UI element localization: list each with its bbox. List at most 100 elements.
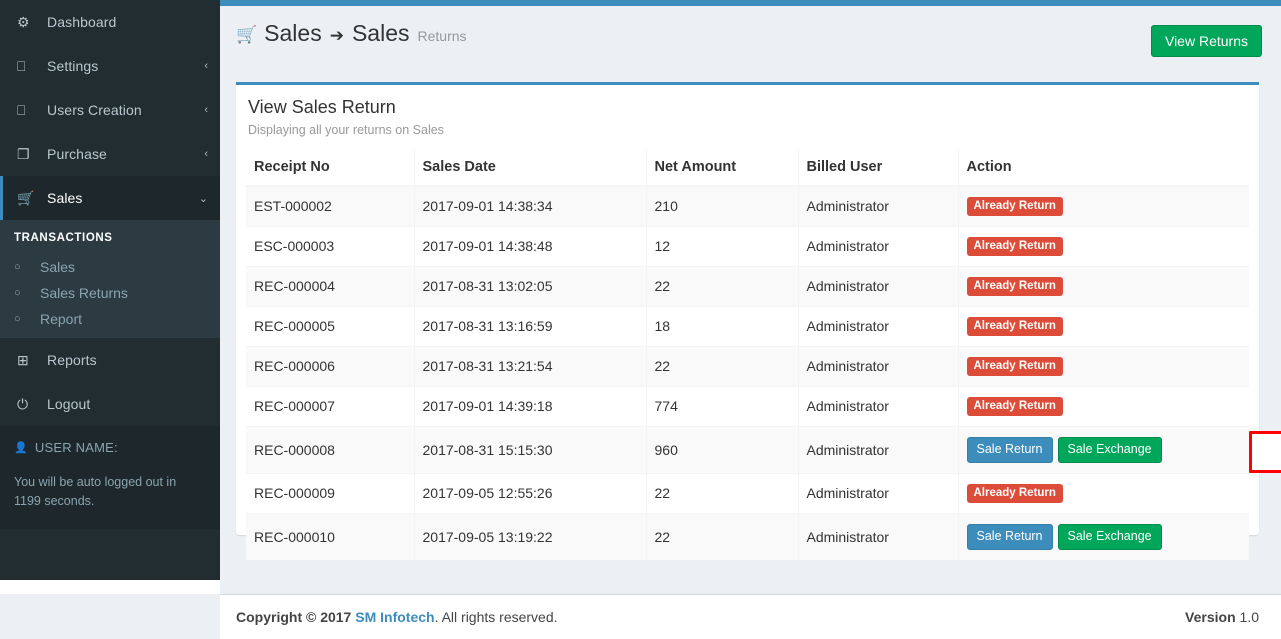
submenu-item-label: Sales Returns — [40, 285, 128, 301]
receipt-no-cell: REC-000006 — [246, 345, 415, 387]
net-amount-cell: 22 — [646, 512, 799, 560]
billed-user-cell: Administrator — [798, 385, 959, 427]
receipt-no-cell: REC-000007 — [246, 385, 415, 427]
table-row: REC-000007 2017-09-01 14:39:18 774 Administ… — [246, 385, 1249, 427]
sidebar-item-users-creation[interactable]: ⎕ Users Creation ‹ — [0, 88, 220, 132]
billed-user-cell: Administrator — [798, 305, 959, 347]
user-name-row: 👤 USER NAME: — [14, 440, 206, 455]
table-row: REC-000005 2017-08-31 13:16:59 18 Administr… — [246, 305, 1249, 347]
sidebar-item-label: Sales — [47, 190, 83, 206]
net-amount-cell: 774 — [646, 385, 799, 427]
receipt-no-cell: REC-000010 — [246, 512, 415, 560]
sidebar-item-sales[interactable]: 🛒 Sales ⌄ — [0, 176, 220, 220]
content-body: View Sales Return Displaying all your re… — [220, 82, 1281, 594]
highlight-annotation — [1249, 431, 1281, 473]
panel-body: Receipt No Sales Date Net Amount Billed Use… — [236, 139, 1259, 560]
action-cell: Already Return — [958, 265, 1249, 307]
action-cell: Sale Return Sale Exchange — [958, 425, 1249, 474]
sale-return-button[interactable]: Sale Return — [966, 436, 1053, 463]
files-icon: ❐ — [17, 145, 30, 162]
sidebar-item-label: Logout — [47, 396, 91, 412]
billed-user-cell: Administrator — [798, 225, 959, 267]
sidebar-item-reports[interactable]: ⊞ Reports — [0, 338, 220, 382]
table-body: EST-000002 2017-09-01 14:38:34 210 Administ… — [246, 185, 1249, 560]
net-amount-cell: 22 — [646, 345, 799, 387]
net-amount-cell: 18 — [646, 305, 799, 347]
billed-user-cell: Administrator — [798, 185, 959, 227]
receipt-no-cell: REC-000005 — [246, 305, 415, 347]
power-icon: ⏻ — [17, 395, 29, 412]
already-return-badge: Already Return — [966, 396, 1063, 416]
chevron-left-icon: ‹ — [204, 60, 208, 72]
sidebar-item-label: Settings — [47, 58, 99, 74]
circle-o-icon: ○ — [14, 287, 21, 299]
sidebar: ⚙ Dashboard ⎕ Settings ‹ ⎕ Users Creation ‹ ❐ Pur… — [0, 0, 220, 580]
footer-copyright: Copyright © 2017 SM Infotech. All rights… — [236, 609, 558, 625]
sidebar-item-dashboard[interactable]: ⚙ Dashboard — [0, 0, 220, 44]
column-header-receipt-no: Receipt No — [246, 148, 415, 187]
panel-header: View Sales Return Displaying all your re… — [236, 85, 1259, 139]
sidebar-item-label: Dashboard — [47, 14, 117, 30]
action-cell: Already Return — [958, 185, 1249, 227]
billed-user-cell: Administrator — [798, 265, 959, 307]
already-return-badge: Already Return — [966, 316, 1063, 336]
table-row: REC-000009 2017-09-05 12:55:26 22 Administr… — [246, 472, 1249, 514]
auto-logout-timer: You will be auto logged out in 1199 seco… — [14, 475, 177, 508]
action-cell: Already Return — [958, 472, 1249, 514]
table-row: ESC-000003 2017-09-01 14:38:48 12 Administr… — [246, 225, 1249, 267]
already-return-badge: Already Return — [966, 236, 1063, 256]
sidebar-item-label: Purchase — [47, 146, 107, 162]
sales-date-cell: 2017-08-31 13:02:05 — [414, 265, 647, 307]
content-header: 🛒 Sales ➔ Sales Returns View Returns — [220, 6, 1281, 82]
sales-return-panel: View Sales Return Displaying all your re… — [236, 82, 1259, 560]
action-cell: Sale Return Sale Exchange — [958, 512, 1249, 560]
billed-user-cell: Administrator — [798, 512, 959, 560]
circle-o-icon: ○ — [14, 261, 21, 273]
sale-return-button[interactable]: Sale Return — [966, 523, 1053, 550]
footer-copyright-suffix: . All rights reserved. — [434, 609, 558, 625]
table-row: REC-000008 2017-08-31 15:15:30 960 Administ… — [246, 425, 1249, 474]
submenu-item-label: Sales — [40, 259, 76, 275]
footer-copyright-prefix: Copyright © 2017 — [236, 609, 352, 625]
billed-user-cell: Administrator — [798, 345, 959, 387]
submenu-header: TRANSACTIONS — [14, 232, 113, 244]
main-area: 🛒 Sales ➔ Sales Returns View Returns Vie… — [220, 0, 1281, 639]
sidebar-item-logout[interactable]: ⏻ Logout — [0, 382, 220, 426]
sale-exchange-button[interactable]: Sale Exchange — [1057, 436, 1162, 463]
already-return-badge: Already Return — [966, 356, 1063, 376]
sidebar-nav-bottom: ⊞ Reports ⏻ Logout — [0, 338, 220, 426]
action-cell: Already Return — [958, 225, 1249, 267]
billed-user-cell: Administrator — [798, 472, 959, 514]
submenu-item-sales[interactable]: ○ Sales — [0, 254, 220, 280]
net-amount-cell: 210 — [646, 185, 799, 227]
sidebar-item-purchase[interactable]: ❐ Purchase ‹ — [0, 132, 220, 176]
submenu-item-report[interactable]: ○ Report — [0, 306, 220, 332]
sidebar-bottom-gap — [0, 580, 220, 594]
already-return-badge: Already Return — [966, 196, 1063, 216]
sidebar-nav-top: ⚙ Dashboard ⎕ Settings ‹ ⎕ Users Creation ‹ ❐ Pur… — [0, 0, 220, 220]
sidebar-item-settings[interactable]: ⎕ Settings ‹ — [0, 44, 220, 88]
table-row: REC-000010 2017-09-05 13:19:22 22 Administr… — [246, 512, 1249, 560]
arrow-right-icon: ➔ — [329, 26, 344, 45]
panel-title: View Sales Return — [248, 97, 396, 117]
dashboard-icon: ⚙ — [17, 13, 30, 30]
net-amount-cell: 12 — [646, 225, 799, 267]
sales-date-cell: 2017-08-31 13:16:59 — [414, 305, 647, 347]
view-returns-button[interactable]: View Returns — [1150, 25, 1262, 57]
column-header-sales-date: Sales Date — [414, 148, 647, 187]
cart-icon: 🛒 — [236, 25, 258, 44]
footer-version-label: Version — [1185, 609, 1236, 625]
table-head: Receipt No Sales Date Net Amount Billed Use… — [246, 148, 1249, 187]
sale-exchange-button[interactable]: Sale Exchange — [1057, 523, 1162, 550]
sidebar-item-label: Reports — [47, 352, 97, 368]
chevron-left-icon: ‹ — [204, 104, 208, 116]
sales-date-cell: 2017-09-05 13:19:22 — [414, 512, 647, 560]
submenu-item-sales-returns[interactable]: ○ Sales Returns — [0, 280, 220, 306]
page-title: 🛒 Sales ➔ Sales Returns — [236, 20, 1259, 47]
receipt-no-cell: REC-000009 — [246, 472, 415, 514]
footer-company-link[interactable]: SM Infotech — [355, 609, 435, 625]
submenu-item-label: Report — [40, 311, 83, 327]
laptop-icon: ⎕ — [17, 101, 26, 118]
already-return-badge: Already Return — [966, 276, 1063, 296]
